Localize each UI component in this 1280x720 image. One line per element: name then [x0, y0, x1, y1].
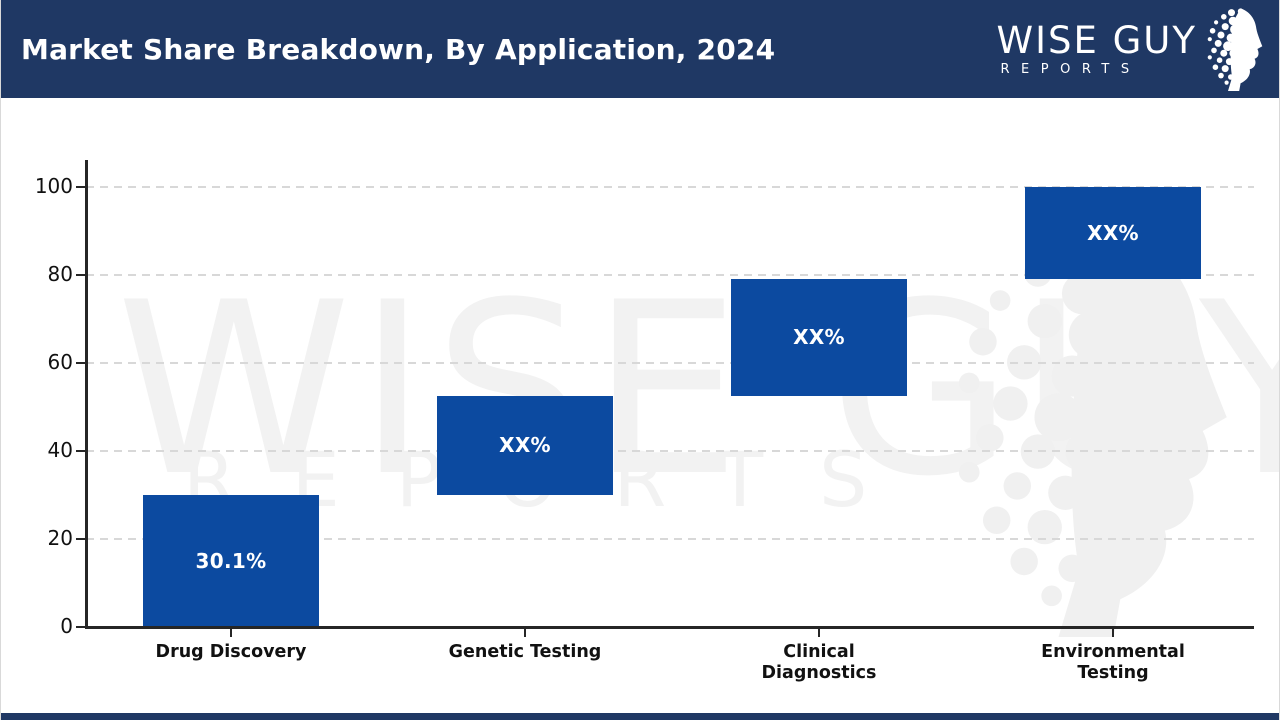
gridline — [86, 538, 1254, 540]
footer-bar — [1, 713, 1279, 720]
gridline — [86, 362, 1254, 364]
gridline — [86, 274, 1254, 276]
bar-value-label: 30.1% — [195, 548, 267, 573]
x-category-label: Drug Discovery — [155, 642, 307, 662]
bar-value-label: XX% — [1087, 220, 1139, 245]
y-tick-label: 80 — [47, 262, 73, 286]
x-tick — [818, 629, 820, 637]
x-category-label: Environmental Testing — [1041, 642, 1185, 684]
x-category-label: Genetic Testing — [448, 642, 602, 662]
bar: XX% — [731, 278, 907, 396]
y-tick — [76, 362, 86, 364]
y-tick-label: 20 — [47, 526, 73, 550]
bar: XX% — [1025, 187, 1201, 279]
x-axis-spine — [85, 626, 1254, 629]
y-tick-label: 60 — [47, 350, 73, 374]
gridline — [86, 186, 1254, 188]
logo-text: WISE GUY REPORTS — [997, 22, 1197, 76]
x-tick — [1112, 629, 1114, 637]
y-tick — [76, 274, 86, 276]
y-tick — [76, 626, 86, 628]
gridline — [86, 450, 1254, 452]
bar-value-label: XX% — [793, 325, 845, 350]
y-tick-label: 0 — [60, 614, 73, 638]
x-tick — [230, 629, 232, 637]
x-tick — [524, 629, 526, 637]
y-tick — [76, 538, 86, 540]
y-axis-spine — [85, 160, 88, 629]
y-tick-label: 40 — [47, 438, 73, 462]
y-tick — [76, 186, 86, 188]
bar: XX% — [437, 395, 613, 495]
y-tick-label: 100 — [34, 174, 73, 198]
bar-value-label: XX% — [499, 433, 551, 458]
x-category-label: Clinical Diagnostics — [761, 642, 877, 684]
page-title: Market Share Breakdown, By Application, … — [21, 32, 776, 66]
bar: 30.1% — [143, 494, 319, 627]
wise-guy-logo: WISE GUY REPORTS — [997, 5, 1263, 93]
header-bar: Market Share Breakdown, By Application, … — [1, 0, 1279, 98]
y-tick — [76, 450, 86, 452]
logo-subtitle: REPORTS — [1000, 62, 1141, 77]
logo-wordmark: WISE GUY — [996, 19, 1197, 62]
